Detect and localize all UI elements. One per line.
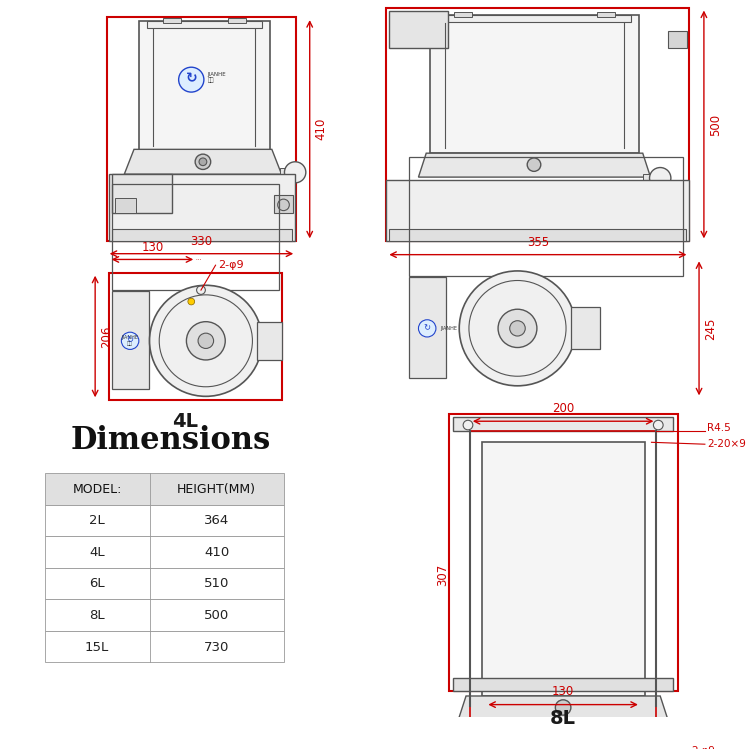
Bar (257, 321, 281, 360)
Bar (115, 198, 136, 213)
Circle shape (463, 420, 472, 430)
Bar (45, 473, 284, 505)
Text: 2-φ9: 2-φ9 (692, 745, 715, 749)
Text: 730: 730 (204, 640, 230, 654)
Text: Dimensions: Dimensions (70, 425, 271, 455)
Bar (45, 631, 284, 662)
Text: 307: 307 (436, 564, 449, 586)
Bar (106, 17, 296, 241)
Polygon shape (419, 154, 650, 177)
Bar (454, 417, 673, 431)
Bar (45, 568, 284, 599)
Bar (139, 21, 270, 151)
Text: ↻: ↻ (127, 336, 134, 345)
Bar (280, 169, 287, 176)
Circle shape (198, 333, 214, 348)
Bar (430, 15, 639, 154)
Bar (470, 431, 656, 749)
Circle shape (527, 158, 541, 172)
Bar (454, 13, 472, 17)
Circle shape (284, 162, 306, 183)
Circle shape (188, 298, 195, 305)
Text: 206: 206 (100, 325, 113, 348)
Text: 8L: 8L (550, 709, 576, 727)
Text: 2-20×9: 2-20×9 (706, 439, 746, 449)
Bar (45, 599, 284, 631)
Circle shape (653, 420, 663, 430)
Text: 200: 200 (552, 401, 574, 414)
Text: HEIGHT(MM): HEIGHT(MM) (177, 482, 256, 496)
Text: 2L: 2L (89, 515, 105, 527)
Bar (163, 18, 181, 23)
Bar (571, 307, 600, 350)
Text: 510: 510 (204, 577, 230, 590)
Text: R4.5: R4.5 (706, 423, 730, 433)
Circle shape (195, 154, 211, 169)
Bar (146, 21, 262, 28)
Circle shape (187, 321, 225, 360)
Bar (409, 276, 446, 378)
Bar (109, 273, 281, 400)
Polygon shape (458, 696, 668, 720)
Bar (386, 180, 689, 241)
Bar (438, 15, 631, 22)
Circle shape (199, 158, 207, 166)
Circle shape (555, 700, 571, 715)
Text: 500: 500 (709, 113, 722, 136)
Text: JIANHE
机行: JIANHE 机行 (122, 336, 139, 346)
Bar (112, 291, 148, 389)
Text: 2-φ9: 2-φ9 (218, 260, 244, 270)
Bar (228, 18, 246, 23)
Bar (112, 175, 172, 213)
Bar (454, 678, 673, 691)
Circle shape (650, 168, 671, 189)
Text: 245: 245 (704, 317, 717, 339)
Bar (274, 195, 293, 213)
Text: 15L: 15L (85, 640, 109, 654)
Bar (45, 536, 284, 568)
Bar (668, 31, 688, 48)
Circle shape (510, 321, 525, 336)
Bar (597, 13, 614, 17)
Text: JIANHE: JIANHE (440, 326, 457, 331)
Text: 4L: 4L (89, 546, 105, 559)
Text: 130: 130 (552, 685, 574, 698)
Bar (409, 157, 682, 276)
Circle shape (278, 199, 290, 210)
Text: 6L: 6L (89, 577, 105, 590)
Text: 4L: 4L (172, 412, 199, 431)
Bar (439, 725, 448, 734)
Circle shape (178, 67, 204, 92)
Text: 500: 500 (204, 609, 230, 622)
Bar (643, 175, 650, 182)
Circle shape (149, 285, 262, 396)
Text: 8L: 8L (89, 609, 105, 622)
Bar (482, 443, 645, 696)
Text: 355: 355 (526, 236, 549, 249)
Bar (389, 11, 448, 48)
Text: ↻: ↻ (185, 72, 197, 85)
Text: 410: 410 (204, 546, 230, 559)
Bar (389, 228, 686, 241)
Bar (386, 7, 689, 241)
Circle shape (122, 333, 139, 350)
Bar (448, 413, 678, 691)
Circle shape (498, 309, 537, 348)
Text: MODEL:: MODEL: (73, 482, 122, 496)
Bar (45, 505, 284, 536)
Text: ↻: ↻ (424, 323, 430, 332)
Text: 410: 410 (314, 118, 328, 140)
Text: 130: 130 (141, 240, 164, 254)
Text: 364: 364 (204, 515, 230, 527)
Circle shape (459, 271, 576, 386)
Polygon shape (124, 149, 281, 175)
Text: 330: 330 (190, 235, 212, 248)
Circle shape (419, 320, 436, 337)
Text: JIANHE
机行: JIANHE 机行 (208, 72, 226, 83)
Bar (112, 184, 279, 290)
Bar (112, 228, 292, 241)
Circle shape (423, 729, 445, 749)
Bar (109, 175, 296, 241)
